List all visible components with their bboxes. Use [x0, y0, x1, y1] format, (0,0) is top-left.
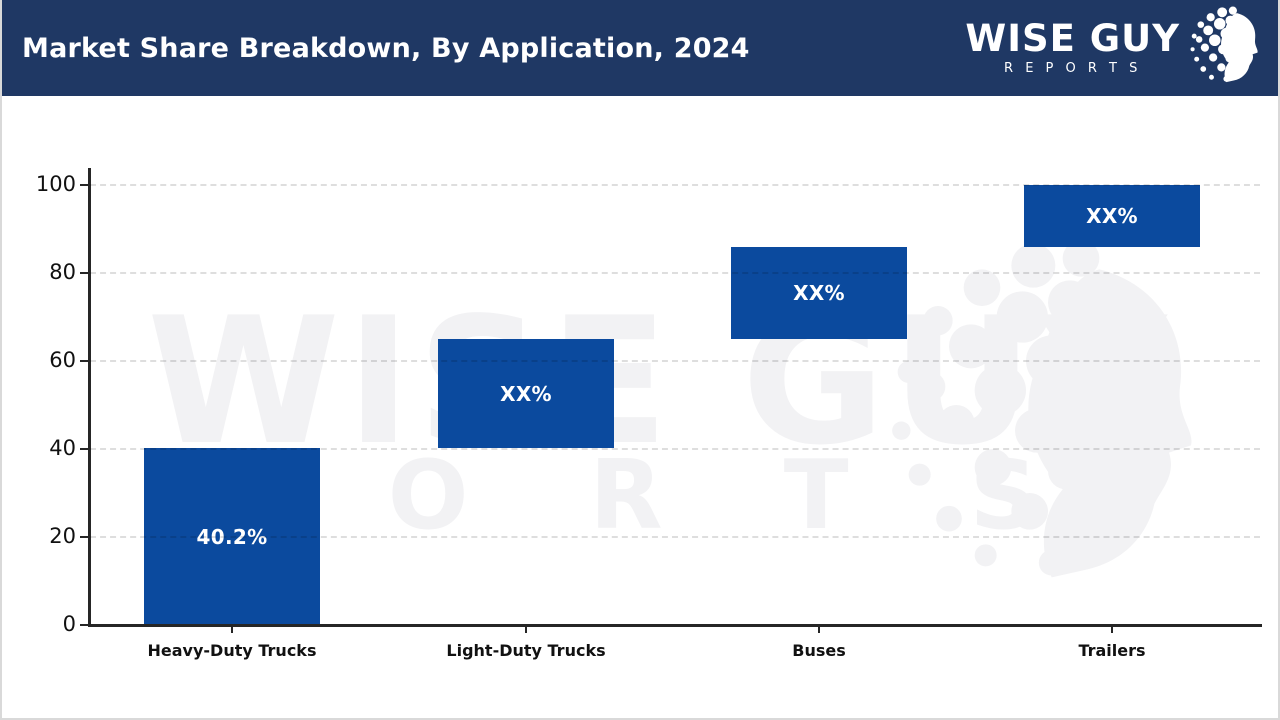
y-tick-label: 20	[49, 524, 76, 548]
y-tick-mark	[80, 360, 88, 362]
logo-wordmark: WISE GUY	[965, 17, 1180, 60]
y-tick-mark	[80, 448, 88, 450]
x-tick-mark	[818, 626, 820, 633]
x-category-label: Trailers	[1078, 641, 1146, 660]
watermark-dotted-head-icon	[872, 216, 1202, 620]
page-title: Market Share Breakdown, By Application, …	[22, 32, 750, 64]
y-tick-label: 60	[49, 348, 76, 372]
grid-line	[90, 184, 1260, 186]
grid-line	[90, 272, 1260, 274]
header-bar: Market Share Breakdown, By Application, …	[2, 0, 1278, 96]
bar-buses: XX%	[731, 246, 907, 339]
x-axis-line	[88, 624, 1262, 627]
grid-line	[90, 448, 1260, 450]
y-tick-mark	[80, 272, 88, 274]
y-tick-label: 0	[62, 612, 76, 636]
bar-trailers: XX%	[1024, 185, 1200, 247]
x-tick-mark	[231, 626, 233, 633]
bar-value-label: XX%	[1086, 203, 1138, 228]
y-tick-label: 40	[49, 436, 76, 460]
dotted-head-logo-icon	[1186, 4, 1260, 92]
y-tick-label: 80	[49, 260, 76, 284]
y-tick-label: 100	[35, 172, 76, 196]
x-tick-mark	[525, 626, 527, 633]
grid-line	[90, 360, 1260, 362]
bar-heavy-duty-trucks: 40.2%	[144, 448, 320, 625]
grid-line	[90, 536, 1260, 538]
bar-value-label: 40.2%	[196, 524, 268, 549]
logo-text: WISE GUY R E P O R T S	[965, 20, 1180, 76]
wise-guy-reports-logo: WISE GUY R E P O R T S	[965, 4, 1260, 92]
y-tick-mark	[80, 624, 88, 626]
bar-light-duty-trucks: XX%	[438, 339, 614, 449]
x-category-label: Light-Duty Trucks	[446, 641, 606, 660]
x-tick-mark	[1111, 626, 1113, 633]
chart-area: WISE GUY P O R T S 0 20 40 60 80 100 40.2	[2, 96, 1278, 718]
watermark-subtitle: P O R T S	[197, 441, 1083, 551]
bar-value-label: XX%	[500, 381, 552, 406]
y-tick-mark	[80, 536, 88, 538]
x-category-label: Buses	[792, 641, 846, 660]
logo-subtitle: R E P O R T S	[1004, 61, 1142, 76]
y-axis-line	[88, 168, 91, 627]
y-tick-mark	[80, 184, 88, 186]
x-category-label: Heavy-Duty Trucks	[147, 641, 317, 660]
bar-value-label: XX%	[793, 280, 845, 305]
